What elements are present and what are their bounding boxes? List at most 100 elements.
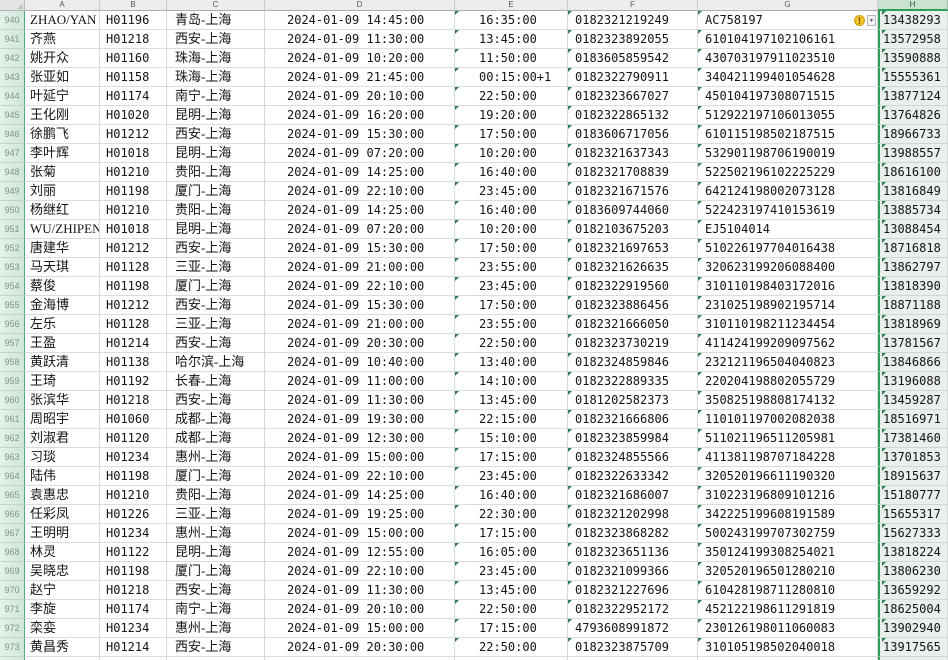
id-number-cell[interactable]: 320520196501280210 (698, 562, 878, 581)
flight-no-cell[interactable]: H01212 (100, 239, 167, 258)
id-number-cell[interactable]: 512922197106013055 (698, 106, 878, 125)
arrival-time-cell[interactable]: 17:15:00 (455, 448, 568, 467)
flight-no-cell[interactable]: H01198 (100, 467, 167, 486)
passenger-name-cell[interactable]: 叶延宁 (25, 87, 100, 106)
id-number-cell[interactable]: 310223196809101216 (698, 486, 878, 505)
phone-number-cell[interactable]: 13816849 (878, 182, 948, 201)
flight-no-cell[interactable]: H01218 (100, 30, 167, 49)
phone-number-cell[interactable]: 13818390 (878, 277, 948, 296)
departure-time-cell[interactable]: 2024-01-09 19:30:00 (265, 410, 455, 429)
departure-time-cell[interactable]: 2024-01-09 12:55:00 (265, 543, 455, 562)
departure-time-cell[interactable]: 2024-01-09 21:45:00 (265, 68, 455, 87)
ticket-no-cell[interactable]: 0182321099366 (568, 562, 698, 581)
id-number-cell[interactable]: 342225199608191589 (698, 505, 878, 524)
row-number[interactable]: 950 (0, 201, 25, 220)
route-cell[interactable]: 西安-上海 (167, 296, 265, 315)
column-header-a[interactable]: A (25, 0, 100, 11)
departure-time-cell[interactable]: 2024-01-09 14:25:00 (265, 163, 455, 182)
chevron-down-icon[interactable]: ▾ (867, 14, 876, 26)
flight-no-cell[interactable]: H01018 (100, 144, 167, 163)
phone-number-cell[interactable]: 15627333 (878, 524, 948, 543)
ticket-no-cell[interactable]: 0182321686007 (568, 486, 698, 505)
departure-time-cell[interactable]: 2024-01-09 20:10:00 (265, 600, 455, 619)
flight-no-cell[interactable]: H01160 (100, 49, 167, 68)
phone-number-cell[interactable]: 13438293 (878, 11, 948, 30)
departure-time-cell[interactable]: 2024-01-09 21:00:00 (265, 315, 455, 334)
route-cell[interactable]: 贵阳-上海 (167, 201, 265, 220)
ticket-no-cell[interactable]: 0182322633342 (568, 467, 698, 486)
row-number[interactable]: 949 (0, 182, 25, 201)
flight-no-cell[interactable]: H01020 (100, 106, 167, 125)
column-header-e[interactable]: E (455, 0, 568, 11)
departure-time-cell[interactable]: 2024-01-09 14:45:00 (265, 11, 455, 30)
phone-number-cell[interactable]: 13701853 (878, 448, 948, 467)
route-cell[interactable]: 西安-上海 (167, 30, 265, 49)
phone-number-cell[interactable]: 13917565 (878, 638, 948, 657)
row-number[interactable]: 973 (0, 638, 25, 657)
arrival-time-cell[interactable]: 16:40:00 (455, 201, 568, 220)
id-number-cell[interactable]: 231025198902195714 (698, 296, 878, 315)
row-number[interactable]: 941 (0, 30, 25, 49)
ticket-no-cell[interactable]: 0181202582373 (568, 391, 698, 410)
departure-time-cell[interactable]: 2024-01-09 12:30:00 (265, 429, 455, 448)
phone-number-cell[interactable]: 13885734 (878, 201, 948, 220)
row-number[interactable]: 957 (0, 334, 25, 353)
flight-no-cell[interactable]: H01212 (100, 125, 167, 144)
phone-number-cell[interactable]: 15180777 (878, 486, 948, 505)
flight-no-cell[interactable]: H01196 (100, 11, 167, 30)
departure-time-cell[interactable]: 2024-01-09 20:30:00 (265, 638, 455, 657)
ticket-no-cell[interactable]: 0182321202998 (568, 505, 698, 524)
phone-number-cell[interactable]: 13846866 (878, 353, 948, 372)
route-cell[interactable]: 成都-上海 (167, 429, 265, 448)
ticket-no-cell[interactable]: 0182321626635 (568, 258, 698, 277)
row-number[interactable]: 947 (0, 144, 25, 163)
departure-time-cell[interactable]: 2024-01-09 15:00:00 (265, 619, 455, 638)
flight-no-cell[interactable]: H01210 (100, 163, 167, 182)
phone-number-cell[interactable]: 13764826 (878, 106, 948, 125)
passenger-name-cell[interactable]: 习琰 (25, 448, 100, 467)
ticket-no-cell[interactable]: 0182323886456 (568, 296, 698, 315)
flight-no-cell[interactable]: H01174 (100, 600, 167, 619)
ticket-no-cell[interactable]: 0182322919560 (568, 277, 698, 296)
phone-number-cell[interactable]: 13590888 (878, 49, 948, 68)
passenger-name-cell[interactable]: 林灵 (25, 543, 100, 562)
flight-no-cell[interactable]: H01226 (100, 505, 167, 524)
phone-number-cell[interactable]: 18625004 (878, 600, 948, 619)
passenger-name-cell[interactable]: 王盈 (25, 334, 100, 353)
phone-number-cell[interactable]: 18915637 (878, 467, 948, 486)
passenger-name-cell[interactable]: ZHAO/YAN (25, 11, 100, 30)
arrival-time-cell[interactable]: 22:15:00 (455, 410, 568, 429)
id-number-cell[interactable]: 310110198211234454 (698, 315, 878, 334)
flight-no-cell[interactable]: H01210 (100, 486, 167, 505)
id-number-cell[interactable]: 522502196102225229 (698, 163, 878, 182)
row-number[interactable]: 946 (0, 125, 25, 144)
row-number[interactable]: 954 (0, 277, 25, 296)
route-cell[interactable]: 西安-上海 (167, 334, 265, 353)
phone-number-cell[interactable]: 13988557 (878, 144, 948, 163)
arrival-time-cell[interactable]: 22:50:00 (455, 87, 568, 106)
phone-number-cell[interactable]: 13862797 (878, 258, 948, 277)
ticket-no-cell[interactable]: 0182323868282 (568, 524, 698, 543)
ticket-no-cell[interactable]: 0182322889335 (568, 372, 698, 391)
route-cell[interactable]: 三亚-上海 (167, 505, 265, 524)
arrival-time-cell[interactable]: 22:50:00 (455, 600, 568, 619)
row-number[interactable]: 945 (0, 106, 25, 125)
passenger-name-cell[interactable]: 赵宁 (25, 581, 100, 600)
departure-time-cell[interactable]: 2024-01-09 15:30:00 (265, 239, 455, 258)
flight-no-cell[interactable]: H01060 (100, 410, 167, 429)
ticket-no-cell[interactable]: 0182103675203 (568, 220, 698, 239)
flight-no-cell[interactable]: H01218 (100, 581, 167, 600)
arrival-time-cell[interactable]: 16:35:00 (455, 11, 568, 30)
phone-number-cell[interactable]: 18716818 (878, 239, 948, 258)
phone-number-cell[interactable]: 13088454 (878, 220, 948, 239)
arrival-time-cell[interactable]: 22:30:00 (455, 505, 568, 524)
passenger-name-cell[interactable]: 黄昌秀 (25, 638, 100, 657)
id-number-cell[interactable]: 220204198802055729 (698, 372, 878, 391)
ticket-no-cell[interactable]: 0182321671576 (568, 182, 698, 201)
id-number-cell[interactable]: 320520196611190320 (698, 467, 878, 486)
route-cell[interactable]: 惠州-上海 (167, 448, 265, 467)
arrival-time-cell[interactable]: 10:20:00 (455, 144, 568, 163)
row-number[interactable]: 940 (0, 11, 25, 30)
route-cell[interactable]: 惠州-上海 (167, 524, 265, 543)
passenger-name-cell[interactable]: 王明明 (25, 524, 100, 543)
